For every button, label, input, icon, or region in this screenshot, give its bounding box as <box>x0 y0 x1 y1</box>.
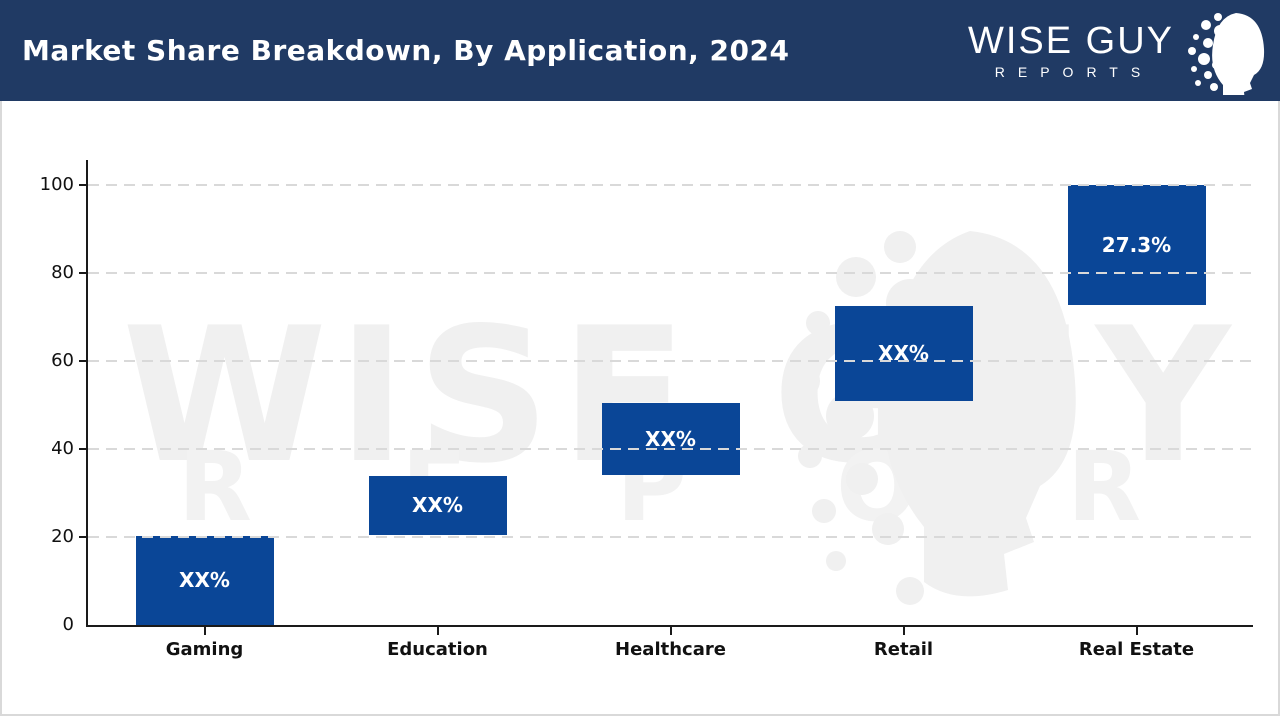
x-axis-line <box>86 625 1253 627</box>
watermark-head-dots-icon <box>788 231 1076 605</box>
y-tick-100 <box>79 184 88 186</box>
bar-healthcare <box>601 402 740 475</box>
header-bar: Market Share Breakdown, By Application, … <box>0 0 1280 101</box>
bar-education <box>368 476 507 536</box>
logo-head-dots-icon <box>1188 12 1265 95</box>
bar-real-estate <box>1067 185 1206 306</box>
gridline-40 <box>88 448 1253 450</box>
chart-canvas: WISE GUY R E P O R T S 020406080100XX%Ga… <box>0 101 1280 720</box>
y-tick-40 <box>79 448 88 450</box>
x-axis-label-healthcare: Healthcare <box>615 639 726 660</box>
bar-value-label: XX% <box>878 340 929 365</box>
y-tick-20 <box>79 536 88 538</box>
y-axis-line <box>86 160 88 627</box>
y-tick-label-20: 20 <box>51 526 74 547</box>
logo-wordmark: WISE GUY REPORTS <box>968 22 1174 80</box>
x-tick-2 <box>669 627 672 635</box>
x-axis-label-real-estate: Real Estate <box>1078 639 1195 660</box>
x-axis-label-retail: Retail <box>873 639 934 660</box>
bar-retail <box>834 305 973 402</box>
bar-value-label: XX% <box>645 426 696 451</box>
y-tick-label-60: 60 <box>51 350 74 371</box>
y-tick-label-0: 0 <box>62 614 74 635</box>
logo-wordmark-sub: REPORTS <box>994 63 1154 80</box>
gridline-60 <box>88 360 1253 362</box>
bar-value-label: 27.3% <box>1101 233 1172 257</box>
gridline-100 <box>88 184 1253 186</box>
y-tick-label-40: 40 <box>51 438 74 459</box>
x-tick-0 <box>203 627 206 635</box>
bar-gaming <box>135 536 274 625</box>
page-title: Market Share Breakdown, By Application, … <box>22 34 790 67</box>
x-tick-4 <box>1135 627 1138 635</box>
bar-value-label: XX% <box>179 568 230 593</box>
y-tick-label-100: 100 <box>39 174 74 195</box>
y-tick-80 <box>79 272 88 274</box>
gridline-80 <box>88 272 1253 274</box>
y-tick-label-80: 80 <box>51 262 74 283</box>
y-tick-60 <box>79 360 88 362</box>
logo-wordmark-main: WISE GUY <box>967 19 1174 62</box>
gridline-20 <box>88 536 1253 538</box>
wiseguy-logo: WISE GUY REPORTS <box>968 7 1280 95</box>
x-axis-label-gaming: Gaming <box>165 639 244 660</box>
x-tick-1 <box>436 627 439 635</box>
x-tick-3 <box>902 627 905 635</box>
bar-value-label: XX% <box>412 493 463 518</box>
x-axis-label-education: Education <box>387 639 488 660</box>
